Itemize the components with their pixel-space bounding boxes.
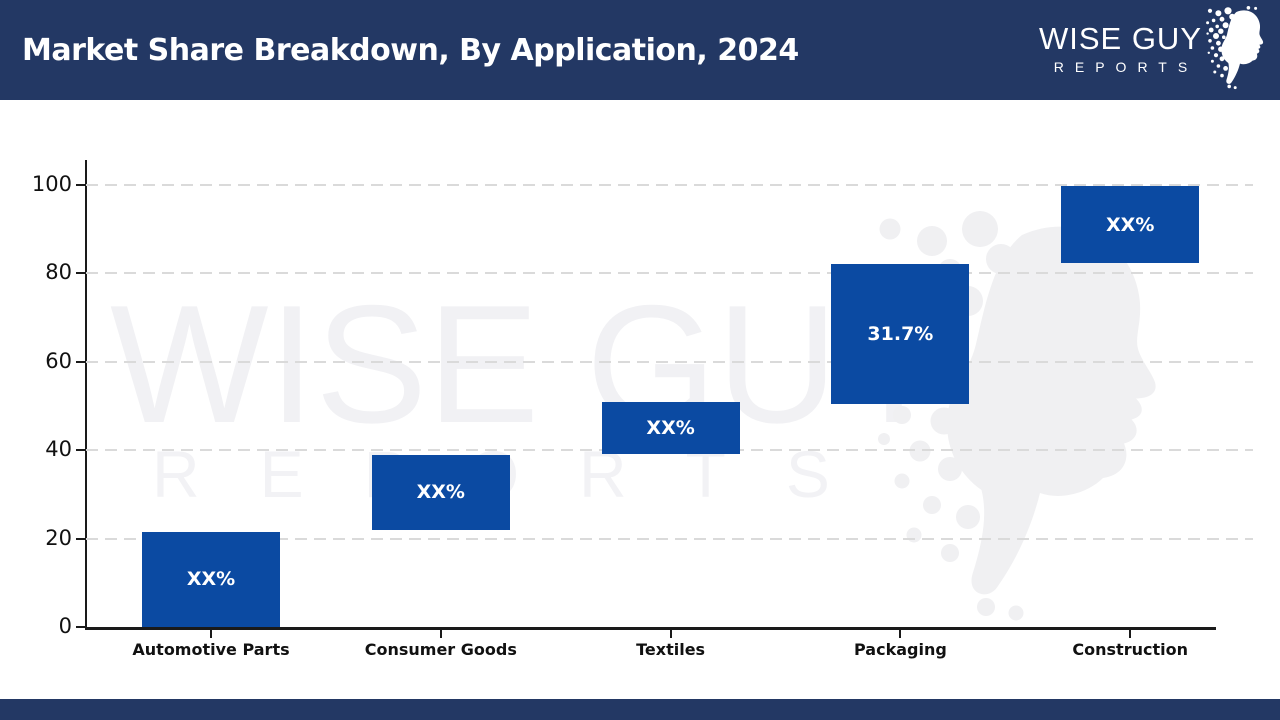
x-tick-label: Textiles	[636, 640, 706, 659]
y-gridline	[86, 272, 1253, 275]
wiseguy-logo-text: WISE GUY REPORTS	[1039, 21, 1202, 75]
y-tick	[76, 272, 85, 275]
y-tick-label: 20	[45, 525, 72, 550]
y-gridline	[86, 537, 1253, 540]
x-tick-label: Automotive Parts	[132, 640, 290, 659]
wiseguy-logo-wordmark: WISE GUY	[1038, 21, 1202, 56]
y-axis-line	[85, 160, 87, 629]
x-tick	[899, 630, 902, 638]
y-tick-label: 60	[45, 348, 72, 373]
y-tick	[76, 626, 85, 628]
page-footer	[0, 699, 1280, 720]
x-tick	[439, 630, 442, 638]
bar-value-label: XX%	[416, 481, 465, 504]
bar-value-label: XX%	[186, 568, 236, 591]
bar-automotive-parts: XX%	[142, 531, 280, 627]
x-tick	[1129, 630, 1132, 638]
y-tick	[76, 184, 85, 186]
y-tick	[76, 360, 85, 363]
page-title: Market Share Breakdown, By Application, …	[22, 32, 799, 68]
wiseguy-logo: WISE GUY REPORTS	[1039, 6, 1270, 90]
wiseguy-logo-subtext: REPORTS	[1053, 59, 1199, 75]
y-tick-label: 100	[31, 172, 72, 196]
y-tick-label: 80	[45, 260, 72, 285]
bar-value-label: XX%	[646, 417, 695, 440]
y-tick-label: 0	[58, 614, 72, 638]
y-tick	[76, 537, 85, 540]
chart-area: WISE GUY REPORTS 0 20 40 60 80 100 XX% Automoti…	[0, 100, 1280, 699]
y-gridline	[86, 184, 1253, 186]
bar-construction: XX%	[1061, 185, 1200, 264]
bar-value-label: XX%	[1106, 213, 1155, 236]
bar-consumer-goods: XX%	[371, 454, 510, 530]
bar-packaging: 31.7%	[831, 263, 970, 404]
y-tick-label: 40	[45, 437, 72, 462]
bar-value-label: 31.7%	[867, 322, 934, 345]
x-tick	[210, 630, 212, 638]
bar-textiles: XX%	[601, 402, 740, 454]
x-tick-label: Packaging	[853, 640, 947, 659]
x-axis-line	[85, 627, 1216, 630]
watermark-wordmark: WISE GUY	[110, 270, 951, 458]
y-tick	[76, 449, 85, 452]
page-header: Market Share Breakdown, By Application, …	[0, 0, 1280, 100]
x-tick-label: Construction	[1072, 640, 1188, 659]
x-tick	[669, 630, 672, 638]
x-tick-label: Consumer Goods	[364, 640, 517, 659]
y-gridline	[86, 360, 1253, 363]
